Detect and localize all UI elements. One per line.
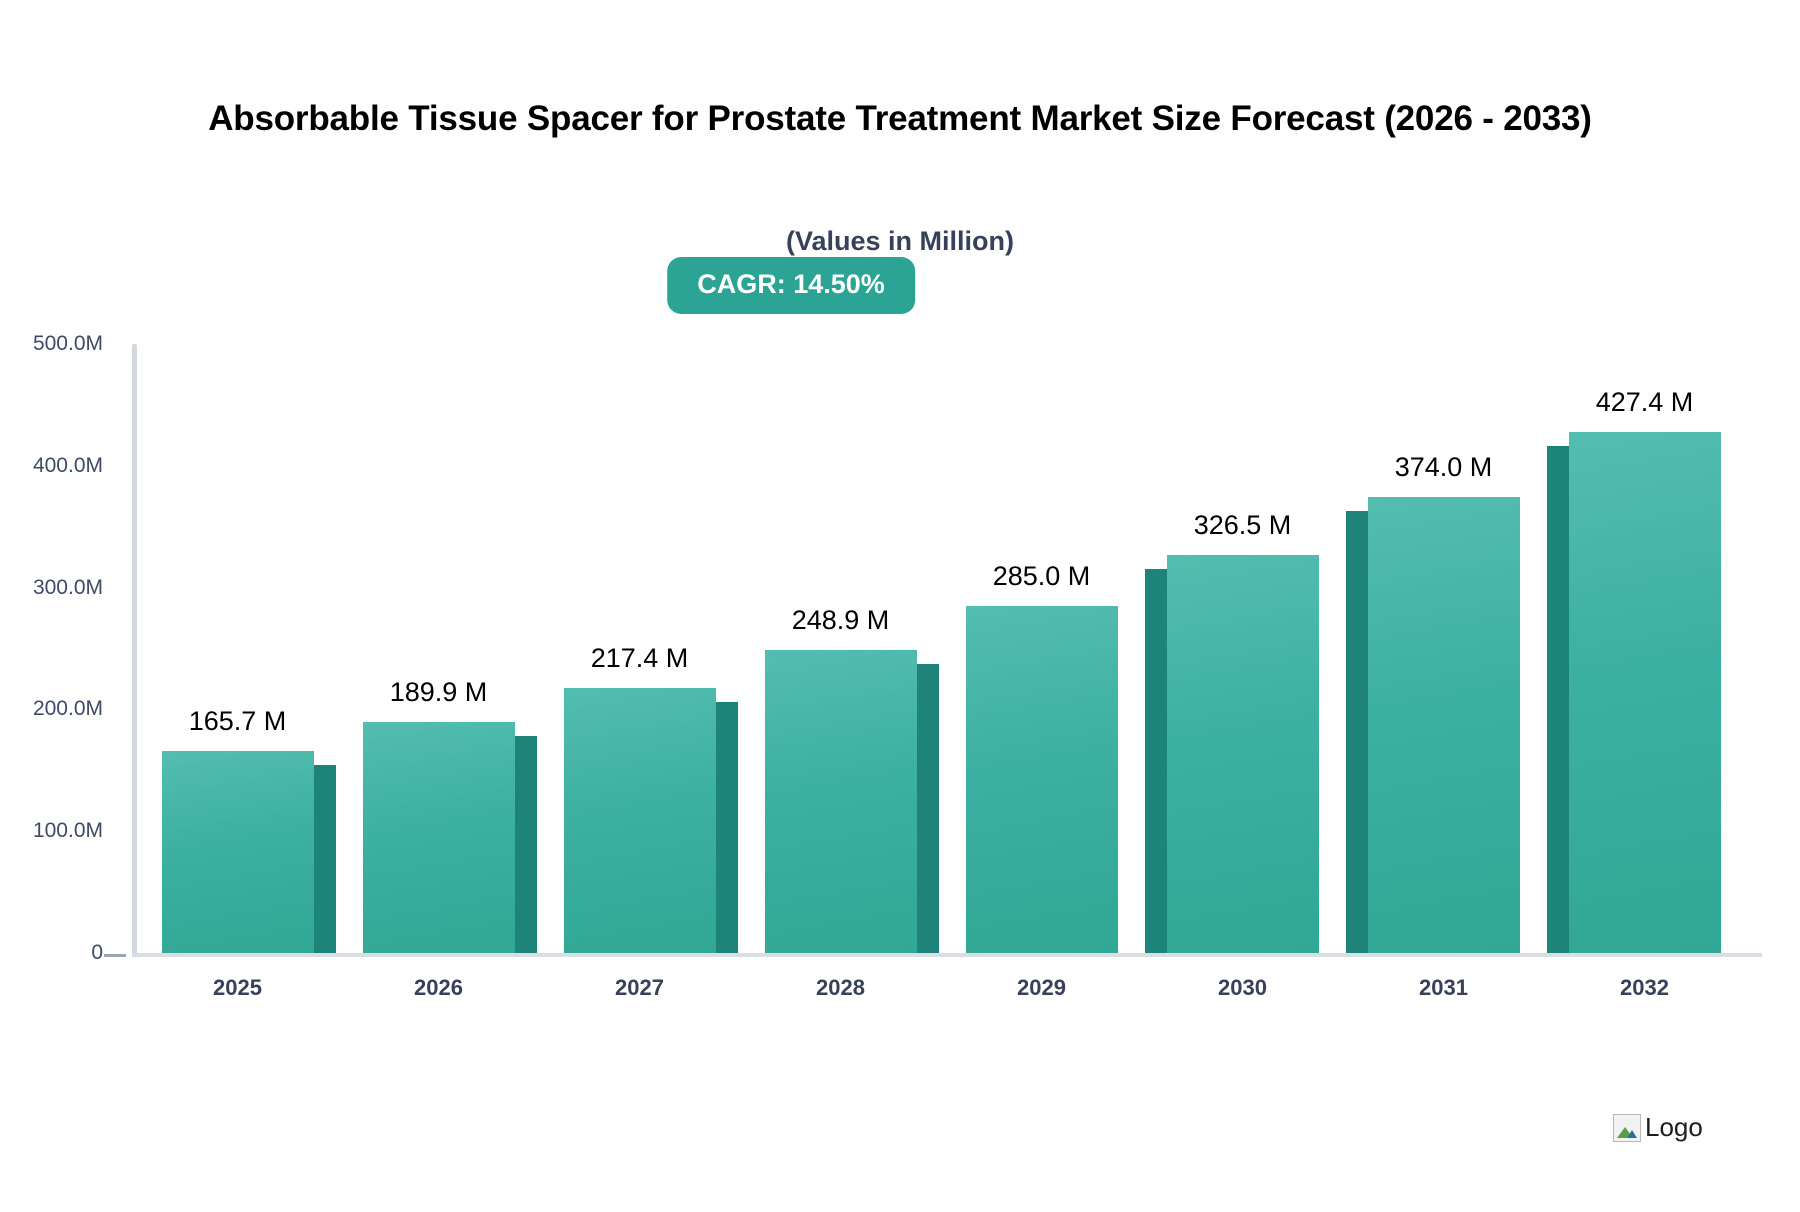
bar-front-face [764,649,917,953]
bar-front-face [1166,555,1319,953]
cagr-badge: CAGR: 14.50% [667,257,915,314]
x-axis-tick-label: 2025 [213,975,262,1000]
bar-3d-side [514,735,537,953]
x-axis-tick-label: 2026 [414,975,463,1000]
bar-value-label: 217.4 M [590,643,689,674]
y-axis-tick-labels: 100.0M 200.0M 300.0M 400.0M 500.0M 0 [0,0,103,1212]
x-axis-tick-label: 2030 [1218,975,1267,1000]
bar-value-label: 165.7 M [188,706,287,737]
bar-front-face [1568,432,1721,953]
y-axis-tick-label: 400.0M [32,453,103,477]
bar[interactable]: 217.4 M [563,643,738,953]
broken-image-icon [1613,1113,1641,1142]
x-axis-tick-label: 2029 [1017,975,1066,1000]
bar[interactable]: 285.0 M [965,561,1118,953]
y-axis-tick-label: 500.0M [32,332,103,355]
bar-value-label: 285.0 M [992,560,1091,591]
y-axis-tick-label: 200.0M [32,697,103,721]
y-axis-tick-label: 100.0M [32,819,103,843]
logo: Logo [1613,1112,1703,1143]
bar[interactable]: 165.7 M [161,706,336,953]
bar-front-face [563,688,716,953]
bar[interactable]: 427.4 M [1546,387,1721,953]
x-axis-tick-label: 2028 [816,975,865,1000]
bar-front-face [1367,497,1520,953]
title-block: Absorbable Tissue Spacer for Prostate Tr… [120,96,1680,142]
x-axis-line [132,953,1762,957]
bar[interactable]: 326.5 M [1144,510,1319,953]
bar-3d-side [1345,511,1368,953]
y-axis-tick-label: 300.0M [32,575,103,599]
bar-value-label: 189.9 M [389,676,488,707]
x-axis-tick-label: 2027 [615,975,664,1000]
bar-3d-side [715,702,738,953]
page-title: Absorbable Tissue Spacer for Prostate Tr… [208,99,1592,138]
logo-alt-text: Logo [1645,1112,1703,1142]
y-axis-tick-label: 0 [91,941,103,964]
bar[interactable]: 374.0 M [1345,452,1520,953]
bar-3d-side [313,765,336,953]
bar-value-label: 427.4 M [1595,387,1694,418]
bar[interactable]: 189.9 M [362,677,537,953]
bar-front-face [161,751,314,953]
bar-3d-side [1546,446,1569,953]
bar-3d-side [1144,569,1167,953]
chart-subtitle: (Values in Million) [785,226,1015,256]
y-axis-line [132,344,137,955]
bar-front-face [965,605,1118,953]
x-axis-tick-label: 2032 [1620,975,1669,1000]
bar-value-label: 326.5 M [1193,510,1292,541]
y-axis-zero-tick [104,954,126,957]
x-axis-tick-label: 2031 [1419,975,1468,1000]
bar-value-label: 248.9 M [791,604,890,635]
bar-value-label: 374.0 M [1394,452,1493,483]
bar-front-face [362,721,515,953]
bar[interactable]: 248.9 M [764,605,939,953]
bar-3d-side [916,663,939,953]
